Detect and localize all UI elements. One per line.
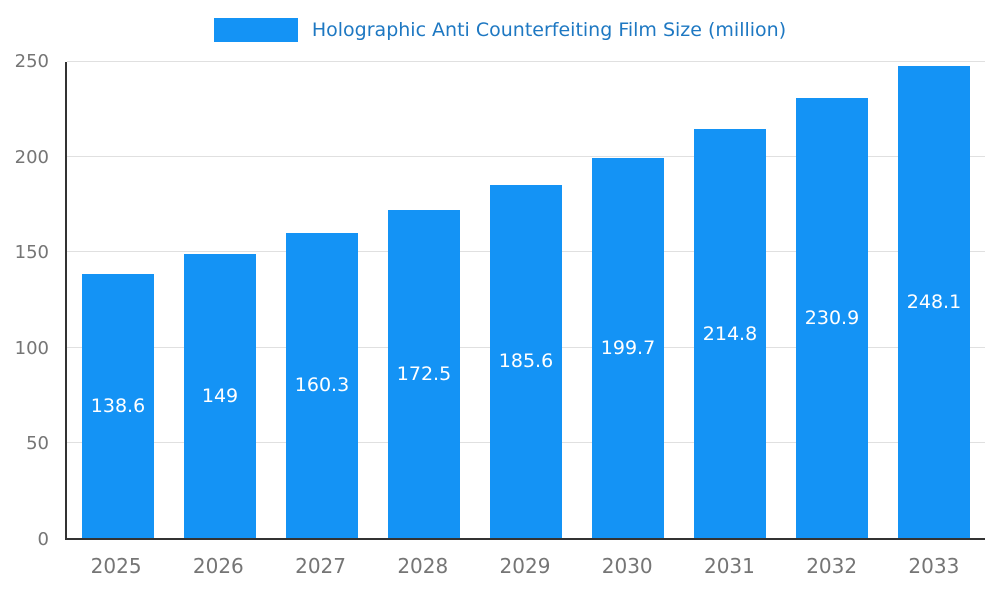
legend[interactable]: Holographic Anti Counterfeiting Film Siz… bbox=[0, 16, 1000, 44]
gridline bbox=[67, 156, 985, 158]
x-tick-label: 2030 bbox=[601, 554, 653, 578]
x-tick-label: 2029 bbox=[499, 554, 551, 578]
bar: 214.8 bbox=[693, 129, 767, 538]
bar: 172.5 bbox=[387, 209, 461, 538]
bar: 185.6 bbox=[489, 184, 563, 538]
bar-slot: 185.6 bbox=[475, 62, 577, 538]
plot-area: 138.6 149 160.3 172.5 185.6 199.7 214.8 230.9 24… bbox=[65, 61, 985, 540]
gridline bbox=[67, 61, 985, 62]
bar-slot: 199.7 bbox=[577, 62, 679, 538]
bar-slot: 214.8 bbox=[679, 62, 781, 538]
x-tick-label: 2032 bbox=[806, 554, 858, 578]
bar: 138.6 bbox=[81, 274, 155, 538]
y-axis-labels: 0 50 100 150 200 250 bbox=[3, 53, 57, 549]
bar: 160.3 bbox=[285, 232, 359, 538]
y-tick-label: 250 bbox=[14, 51, 49, 72]
x-tick-label: 2025 bbox=[90, 554, 142, 578]
y-tick-label: 0 bbox=[37, 529, 49, 550]
x-tick-label: 2027 bbox=[295, 554, 346, 578]
bar-slot: 138.6 bbox=[67, 62, 169, 538]
bar-slot: 149 bbox=[169, 62, 271, 538]
bar-value-label: 160.3 bbox=[294, 374, 350, 397]
bar: 149 bbox=[183, 254, 257, 538]
bar-value-label: 149 bbox=[201, 385, 239, 408]
bar-slot: 160.3 bbox=[271, 62, 373, 538]
bar-value-label: 185.6 bbox=[498, 350, 554, 373]
y-tick-label: 150 bbox=[14, 242, 49, 264]
bar-slot: 248.1 bbox=[883, 62, 985, 538]
x-tick-label: 2026 bbox=[192, 554, 244, 578]
bar-value-label: 172.5 bbox=[396, 362, 452, 385]
x-tick-label: 2031 bbox=[703, 554, 755, 578]
bar-value-label: 248.1 bbox=[906, 290, 962, 313]
plot-wrap: 0 50 100 150 200 250 138.6 149 160.3 172.5 185.6 1… bbox=[15, 53, 985, 578]
y-tick-label: 50 bbox=[26, 433, 49, 455]
y-tick-label: 100 bbox=[14, 337, 49, 359]
bar-value-label: 230.9 bbox=[804, 307, 860, 330]
bar-slot: 230.9 bbox=[781, 62, 883, 538]
legend-swatch bbox=[213, 18, 298, 42]
bar-value-label: 138.6 bbox=[90, 395, 146, 418]
bar: 248.1 bbox=[897, 65, 971, 538]
bar: 199.7 bbox=[591, 157, 665, 538]
x-tick-label: 2028 bbox=[397, 554, 449, 578]
bar: 230.9 bbox=[795, 98, 869, 538]
bar-value-label: 199.7 bbox=[600, 336, 656, 359]
bar-value-label: 214.8 bbox=[702, 322, 758, 345]
x-tick-label: 2033 bbox=[908, 554, 960, 578]
x-axis-labels: 2025 2026 2027 2028 2029 2030 2031 2032 2033 bbox=[65, 540, 985, 582]
bar-slot: 172.5 bbox=[373, 62, 475, 538]
bars: 138.6 149 160.3 172.5 185.6 199.7 214.8 230.9 24… bbox=[67, 62, 985, 538]
legend-label: Holographic Anti Counterfeiting Film Siz… bbox=[311, 19, 787, 41]
y-tick-label: 200 bbox=[14, 146, 49, 168]
